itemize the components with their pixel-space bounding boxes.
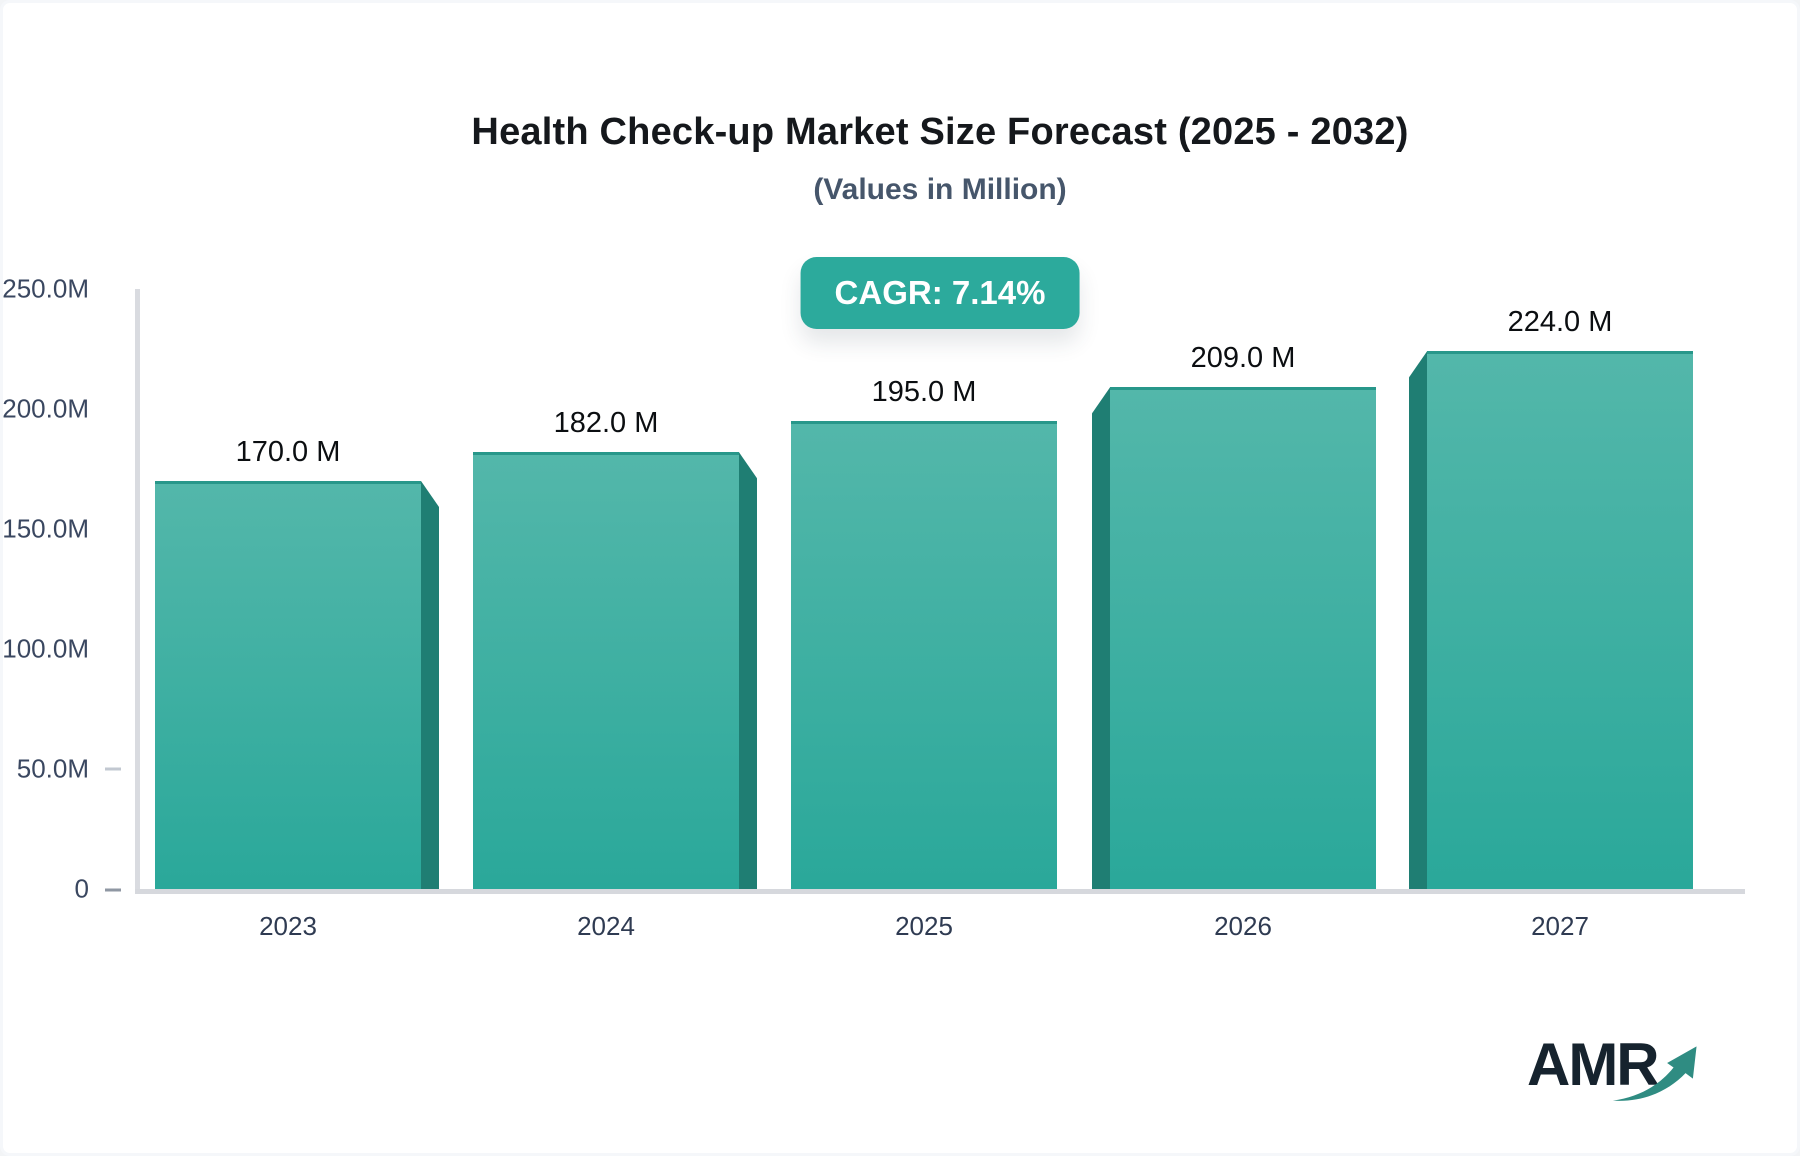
- bar-front-face: [155, 481, 421, 889]
- bar-3d-side: [421, 481, 439, 889]
- bar-2024: 182.0 M: [473, 407, 757, 889]
- bar-front-face: [1110, 387, 1376, 889]
- bar-value-label: 170.0 M: [235, 436, 341, 468]
- bar-value-label: 224.0 M: [1507, 306, 1613, 339]
- bar-front-face: [473, 452, 739, 889]
- y-tick-mark: [105, 888, 121, 892]
- bar-value-label: 182.0 M: [553, 407, 659, 440]
- x-axis-line: [135, 889, 1745, 894]
- bar-3d-side: [1092, 387, 1110, 889]
- amr-logo-text: AMR: [1527, 1031, 1660, 1098]
- x-category-label: 2024: [577, 911, 635, 941]
- plot-area: 170.0 M 182.0 M 195.0 M 209.0 M 224.0 M: [135, 289, 1745, 889]
- bar-3d-side: [1409, 351, 1427, 889]
- bar-front-face: [1427, 351, 1693, 889]
- bar-2023: 170.0 M: [155, 436, 439, 889]
- x-category-label: 2025: [895, 911, 953, 941]
- x-category-label: 2027: [1531, 911, 1589, 941]
- x-category-label: 2026: [1214, 911, 1272, 941]
- bar-value-label: 195.0 M: [871, 376, 977, 408]
- y-tick-mark: [105, 767, 121, 771]
- bar-2025: 195.0 M: [791, 376, 1057, 889]
- y-axis-line: [135, 289, 140, 894]
- bar-front-face: [791, 421, 1057, 889]
- cagr-badge: CAGR: 7.14%: [800, 257, 1080, 329]
- chart-title: Health Check-up Market Size Forecast (20…: [471, 111, 1409, 153]
- chart-subtitle: (Values in Million): [813, 173, 1067, 206]
- x-category-label: 2023: [259, 911, 317, 941]
- bar-2026: 209.0 M: [1092, 342, 1376, 889]
- bar-2027: 224.0 M: [1409, 306, 1693, 889]
- y-tick-label: 150.0M: [2, 513, 89, 544]
- y-tick-label: 50.0M: [16, 753, 89, 784]
- amr-logo: AMR: [1527, 1031, 1697, 1101]
- y-tick-label: 250.0M: [2, 273, 89, 304]
- y-tick-label: 200.0M: [2, 393, 89, 424]
- bar-3d-side: [739, 452, 757, 889]
- y-tick-label: 0: [74, 873, 89, 904]
- y-tick-label: 100.0M: [2, 633, 89, 664]
- bar-value-label: 209.0 M: [1190, 342, 1296, 375]
- growth-arrow-icon: [1612, 1046, 1697, 1101]
